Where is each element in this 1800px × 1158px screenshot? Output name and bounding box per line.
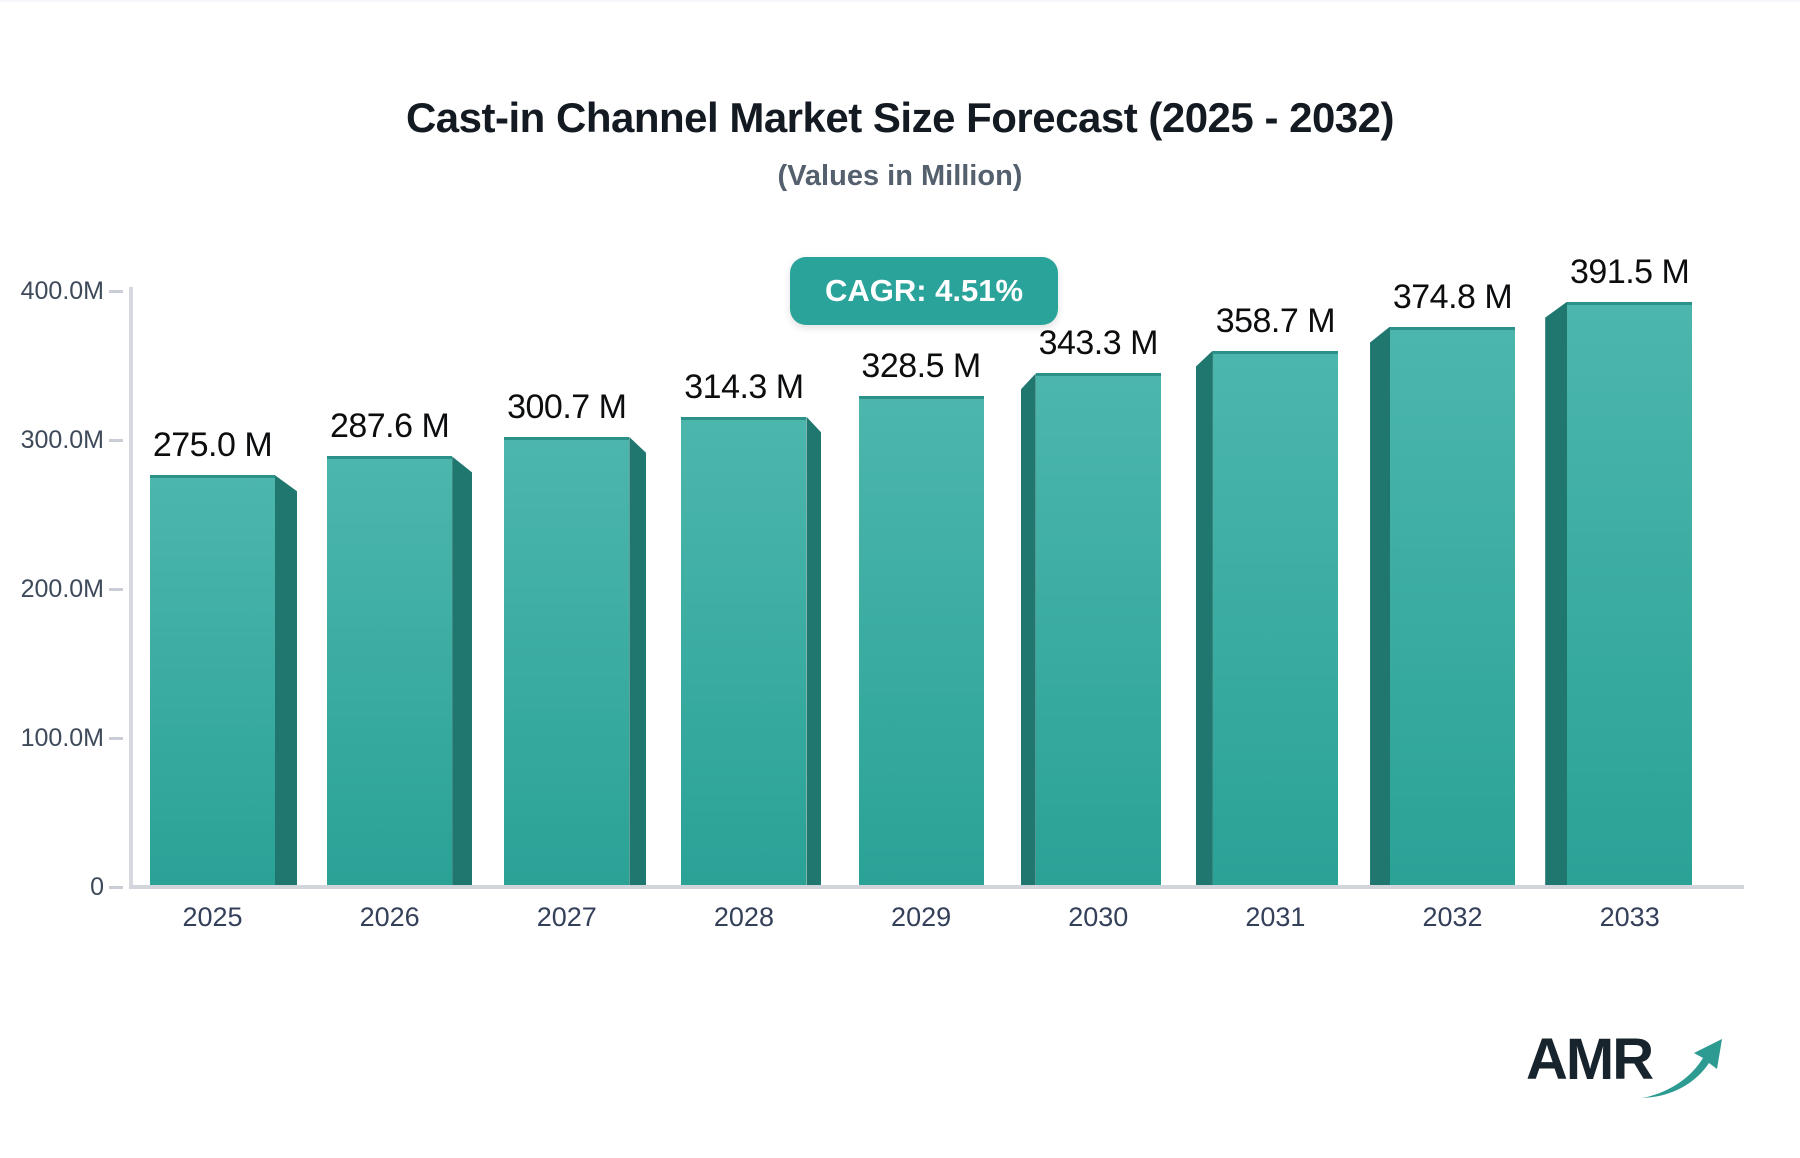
chart-subtitle: (Values in Million) bbox=[777, 160, 1023, 192]
x-axis-label-2026: 2026 bbox=[359, 902, 420, 932]
bar-face bbox=[504, 436, 630, 885]
bar-2028[interactable] bbox=[681, 416, 822, 885]
value-label: 343.3 M bbox=[1038, 324, 1159, 363]
x-axis-label-2028: 2028 bbox=[713, 902, 774, 932]
x-axis-label-2025: 2025 bbox=[182, 902, 243, 932]
x-axis-label-2031: 2031 bbox=[1245, 902, 1306, 932]
x-axis-label-2030: 2030 bbox=[1068, 902, 1129, 932]
bar-face bbox=[327, 456, 453, 885]
bar-2031[interactable] bbox=[1195, 350, 1338, 885]
bar-side-3d bbox=[1020, 373, 1036, 885]
growth-arrow-icon bbox=[1642, 1039, 1723, 1098]
y-axis-line bbox=[129, 287, 133, 889]
y-tick-label: 400.0M bbox=[20, 277, 104, 305]
bar-2026[interactable] bbox=[327, 456, 473, 885]
y-tick-mark bbox=[109, 289, 123, 293]
value-label: 314.3 M bbox=[684, 367, 804, 406]
bar-face bbox=[1035, 373, 1161, 885]
value-label: 328.5 M bbox=[861, 346, 981, 385]
x-axis-label-2033: 2033 bbox=[1599, 902, 1660, 932]
value-label: 287.6 M bbox=[329, 407, 450, 446]
y-tick-mark bbox=[109, 736, 123, 740]
bar-2030[interactable] bbox=[1020, 373, 1161, 885]
bar-face bbox=[681, 416, 807, 885]
x-axis-label-2029: 2029 bbox=[891, 902, 952, 932]
bar-2032[interactable] bbox=[1370, 326, 1516, 885]
y-tick-label: 300.0M bbox=[20, 426, 104, 454]
bar-side-3d bbox=[1545, 301, 1568, 885]
y-tick-mark bbox=[109, 438, 123, 442]
x-axis-label-2027: 2027 bbox=[536, 902, 597, 932]
cagr-badge: CAGR: 4.51% bbox=[790, 257, 1058, 325]
y-tick-mark bbox=[109, 587, 123, 591]
y-tick-label: 0 bbox=[90, 873, 104, 901]
bar-2025[interactable] bbox=[150, 475, 297, 885]
chart-title: Cast-in Channel Market Size Forecast (20… bbox=[405, 94, 1395, 141]
amr-logo-text: AMR bbox=[1526, 1027, 1654, 1092]
bar-face bbox=[1390, 326, 1516, 885]
bar-2029[interactable] bbox=[858, 395, 984, 885]
bar-side-3d bbox=[629, 436, 647, 885]
x-axis-line bbox=[129, 885, 1744, 889]
value-label: 358.7 M bbox=[1215, 301, 1336, 340]
bar-side-3d bbox=[1370, 326, 1391, 885]
value-label: 391.5 M bbox=[1570, 252, 1690, 291]
y-tick-mark bbox=[109, 885, 123, 889]
value-label: 300.7 M bbox=[507, 387, 627, 426]
y-tick-label: 100.0M bbox=[20, 724, 104, 752]
bar-2027[interactable] bbox=[504, 436, 647, 885]
bar-side-3d bbox=[452, 456, 473, 885]
bar-2033[interactable] bbox=[1545, 301, 1693, 885]
bar-face bbox=[858, 395, 984, 885]
value-label: 275.0 M bbox=[152, 426, 273, 465]
bar-face bbox=[1567, 301, 1693, 885]
bar-face bbox=[1212, 350, 1338, 885]
amr-logo: AMR bbox=[1526, 1028, 1730, 1104]
y-tick-label: 200.0M bbox=[20, 575, 104, 603]
bar-side-3d bbox=[806, 416, 822, 885]
bar-side-3d bbox=[1195, 350, 1213, 885]
bar-side-3d bbox=[275, 475, 297, 885]
x-axis-label-2032: 2032 bbox=[1422, 902, 1483, 932]
value-label: 374.8 M bbox=[1392, 277, 1513, 316]
bar-face bbox=[150, 475, 275, 885]
